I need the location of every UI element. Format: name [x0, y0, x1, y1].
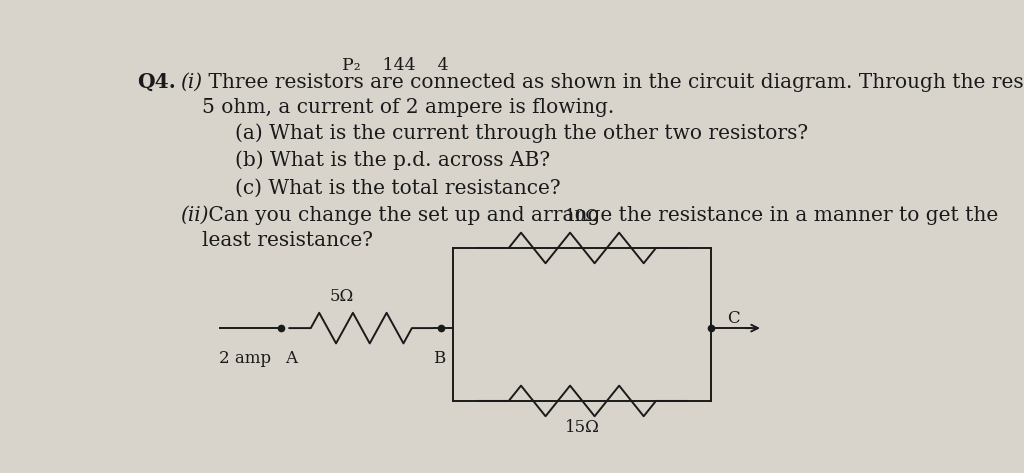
Text: (c) What is the total resistance?: (c) What is the total resistance? [236, 178, 561, 197]
Text: 15Ω: 15Ω [565, 419, 600, 436]
Text: Can you change the set up and arrange the resistance in a manner to get the: Can you change the set up and arrange th… [202, 206, 998, 225]
Text: least resistance?: least resistance? [202, 231, 373, 250]
Text: C: C [727, 310, 739, 327]
Text: Three resistors are connected as shown in the circuit diagram. Through the resis: Three resistors are connected as shown i… [202, 73, 1024, 92]
Text: 5Ω: 5Ω [330, 288, 353, 305]
Text: P₂    144    4: P₂ 144 4 [342, 56, 449, 73]
Text: B: B [433, 350, 445, 367]
Text: Q4.: Q4. [137, 72, 176, 92]
Text: (a) What is the current through the other two resistors?: (a) What is the current through the othe… [236, 123, 808, 143]
Text: A: A [285, 350, 297, 367]
Text: (i): (i) [179, 73, 202, 92]
Text: 2 amp: 2 amp [219, 350, 271, 367]
Text: 10Ω: 10Ω [565, 208, 600, 225]
Text: (ii): (ii) [179, 206, 208, 225]
Text: 5 ohm, a current of 2 ampere is flowing.: 5 ohm, a current of 2 ampere is flowing. [202, 98, 614, 117]
Text: (b) What is the p.d. across AB?: (b) What is the p.d. across AB? [236, 150, 550, 170]
